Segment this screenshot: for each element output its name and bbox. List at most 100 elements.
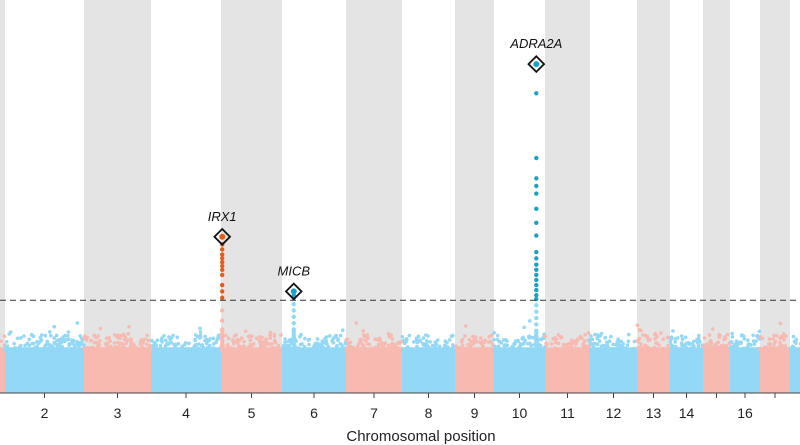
snp-band-chr5 <box>221 347 282 393</box>
snp-point <box>227 345 231 350</box>
snp-point <box>303 336 307 341</box>
snp-point <box>528 319 532 323</box>
snp-point <box>642 346 647 351</box>
snp-point <box>553 340 558 345</box>
snp-point <box>5 340 9 344</box>
snp-point <box>312 349 316 353</box>
snp-point <box>593 332 597 337</box>
snp-point <box>527 334 532 339</box>
snp-point <box>198 330 203 334</box>
snp-point <box>755 347 759 351</box>
snp-point <box>469 343 473 348</box>
snp-point <box>721 343 725 348</box>
snp-point <box>203 338 207 343</box>
snp-point <box>503 347 507 352</box>
snp-point <box>672 345 677 349</box>
snp-point <box>226 343 230 347</box>
snp-point <box>639 342 643 346</box>
snp-point <box>378 338 382 343</box>
snp-point <box>85 346 89 350</box>
lead-snp-diamond-MICB <box>284 282 303 301</box>
snp-point <box>388 345 393 350</box>
snp-point <box>63 334 67 338</box>
snp-point <box>53 342 58 346</box>
snp-point <box>268 342 272 347</box>
x-axis-ticks: 2345678910111213141618 <box>41 393 776 421</box>
snp-point <box>59 344 64 349</box>
snp-point <box>466 349 471 353</box>
snp-point <box>210 349 214 353</box>
snp-point <box>147 346 151 351</box>
snp-point <box>434 342 439 347</box>
snp-point <box>45 339 49 344</box>
snp-point <box>614 342 618 347</box>
snp-point <box>516 346 521 350</box>
snp-point <box>154 348 159 353</box>
snp-point <box>312 344 316 349</box>
snp-point <box>505 339 509 343</box>
snp-point <box>397 340 401 345</box>
snp-point <box>508 346 513 351</box>
snp-point <box>668 337 673 341</box>
snp-point <box>100 347 104 352</box>
snp-band-chr11 <box>545 347 590 393</box>
snp-point <box>279 333 283 337</box>
snp-point <box>373 345 378 350</box>
snp-point <box>383 341 388 346</box>
snp-point <box>735 345 739 349</box>
snp-point <box>166 342 171 347</box>
snp-point-ADRA2A <box>534 328 539 333</box>
snp-point <box>731 346 736 351</box>
locus-label-MICB: MICB <box>278 263 311 278</box>
snp-point <box>492 349 497 353</box>
snp-point <box>673 340 677 344</box>
snp-point <box>463 324 468 328</box>
snp-point <box>355 344 360 349</box>
snp-point <box>679 334 684 338</box>
snp-point <box>684 346 689 350</box>
snp-band-chr9 <box>455 347 494 393</box>
snp-point <box>652 345 657 350</box>
snp-point <box>361 329 366 333</box>
snp-point <box>257 338 262 343</box>
snp-point <box>436 348 440 353</box>
snp-point <box>622 346 626 351</box>
snp-point <box>242 339 246 344</box>
snp-point <box>367 342 372 347</box>
significant-snp-ADRA2A <box>534 155 539 161</box>
snp-point <box>10 349 14 353</box>
snp-point <box>95 348 100 353</box>
snp-point <box>283 337 287 341</box>
lead-snp-IRX1 <box>219 233 226 240</box>
snp-point <box>595 336 600 340</box>
snp-point <box>784 334 788 338</box>
snp-point <box>746 338 750 343</box>
snp-point <box>133 345 138 350</box>
snp-point <box>77 349 82 353</box>
snp-point <box>109 345 113 350</box>
snp-point <box>75 321 80 325</box>
snp-point <box>88 339 93 343</box>
snp-point <box>451 343 455 347</box>
x-tick-label-chr8: 8 <box>425 405 433 421</box>
snp-point <box>390 337 395 341</box>
snp-point <box>767 337 772 341</box>
snp-point <box>171 333 175 338</box>
significant-snp-ADRA2A <box>534 282 539 288</box>
snp-point <box>730 335 735 339</box>
snp-point <box>742 337 747 341</box>
x-tick-label-chr11: 11 <box>560 405 575 421</box>
snp-point <box>449 334 454 339</box>
snp-point <box>163 338 168 343</box>
snp-point <box>591 344 596 349</box>
snp-point <box>704 342 709 347</box>
snp-point <box>94 335 98 340</box>
snp-point <box>374 348 378 353</box>
snp-point <box>307 342 311 347</box>
snp-point <box>645 335 649 340</box>
snp-point <box>590 337 595 342</box>
snp-point <box>126 332 131 336</box>
snp-band-chr4 <box>151 347 221 393</box>
snp-point <box>575 339 579 344</box>
snp-point <box>438 348 443 352</box>
